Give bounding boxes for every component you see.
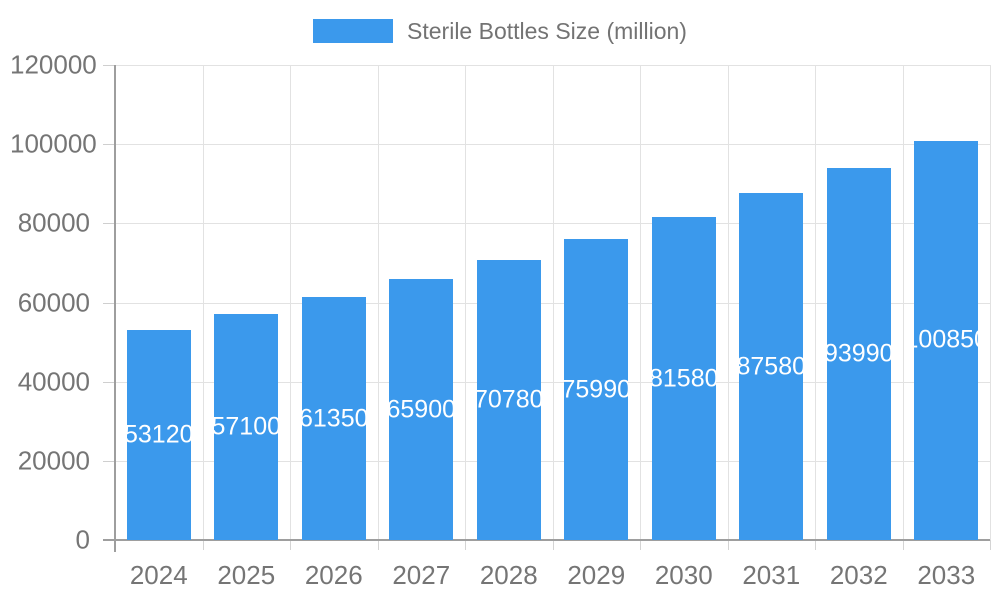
y-axis-label: 100000 xyxy=(10,128,97,159)
x-axis-tick xyxy=(377,540,379,550)
bar-2024[interactable]: 53120 xyxy=(126,329,191,540)
bar-2027[interactable]: 65900 xyxy=(389,279,454,540)
v-gridline xyxy=(990,65,991,540)
bar-2025[interactable]: 57100 xyxy=(214,313,279,540)
x-axis-label-2030: 2030 xyxy=(654,560,713,590)
legend-swatch-icon xyxy=(313,19,394,43)
bar-2030[interactable]: 81580 xyxy=(651,217,716,540)
bar-2032[interactable]: 93990 xyxy=(826,167,891,540)
y-axis-label: 40000 xyxy=(17,366,90,397)
bar-2031[interactable]: 87580 xyxy=(739,193,804,540)
x-axis-label-2025: 2025 xyxy=(217,560,276,590)
x-axis-tick xyxy=(465,540,466,550)
y-axis-label: 80000 xyxy=(17,207,90,238)
x-axis-label-2026: 2026 xyxy=(304,560,363,590)
bar-value-label: 61350 xyxy=(301,404,366,433)
x-axis-tick xyxy=(552,540,554,550)
bar-2029[interactable]: 75990 xyxy=(564,239,629,540)
v-gridline xyxy=(465,65,466,540)
x-axis-tick xyxy=(202,540,204,550)
v-gridline xyxy=(377,65,379,540)
v-gridline xyxy=(290,65,291,540)
bar-value-label: 53120 xyxy=(126,420,191,449)
bar-2028[interactable]: 70780 xyxy=(476,259,541,540)
x-axis-label-2029: 2029 xyxy=(567,560,626,590)
bar-value-label: 57100 xyxy=(214,412,279,441)
x-axis-tick xyxy=(290,540,291,550)
x-axis-tick xyxy=(727,540,729,550)
x-axis-line xyxy=(103,539,990,541)
bar-value-label: 65900 xyxy=(389,395,454,424)
y-axis-label: 20000 xyxy=(17,445,90,476)
y-axis-label: 120000 xyxy=(10,49,97,80)
x-axis-label-2032: 2032 xyxy=(829,560,888,590)
y-axis-label: 60000 xyxy=(17,287,90,317)
bar-value-label: 75990 xyxy=(564,375,629,404)
x-axis-label-2031: 2031 xyxy=(742,560,801,590)
bar-value-label: 70780 xyxy=(476,385,541,414)
v-gridline xyxy=(902,65,904,540)
v-gridline xyxy=(202,65,204,540)
y-axis-tick xyxy=(103,144,115,146)
bar-2033[interactable]: 100850 xyxy=(914,140,979,540)
y-axis-tick xyxy=(103,223,115,225)
y-axis-tick xyxy=(103,460,115,462)
bar-value-label: 81580 xyxy=(651,364,716,393)
v-gridline xyxy=(727,65,729,540)
x-axis-label-2028: 2028 xyxy=(479,560,538,590)
chart-legend[interactable]: Sterile Bottles Size (million) xyxy=(0,16,1000,46)
y-axis-tick xyxy=(103,302,115,304)
x-axis-label-2027: 2027 xyxy=(392,560,451,590)
y-axis-tick xyxy=(103,381,115,383)
v-gridline xyxy=(552,65,554,540)
x-axis-tick xyxy=(990,540,991,550)
x-axis-tick xyxy=(815,540,816,550)
bar-value-label: 87580 xyxy=(739,352,804,381)
x-axis-tick xyxy=(902,540,904,550)
v-gridline xyxy=(815,65,816,540)
bar-value-label: 100850 xyxy=(914,325,978,354)
bar-2026[interactable]: 61350 xyxy=(301,297,366,540)
legend-label: Sterile Bottles Size (million) xyxy=(407,17,687,44)
y-axis-label: 0 xyxy=(75,524,90,555)
x-axis-label-2024: 2024 xyxy=(129,560,188,590)
x-axis-label-2033: 2033 xyxy=(917,560,976,590)
y-axis-tick xyxy=(103,65,115,66)
x-axis-tick xyxy=(640,540,641,550)
y-axis-line xyxy=(114,65,116,552)
bar-value-label: 93990 xyxy=(826,339,891,368)
v-gridline xyxy=(640,65,641,540)
